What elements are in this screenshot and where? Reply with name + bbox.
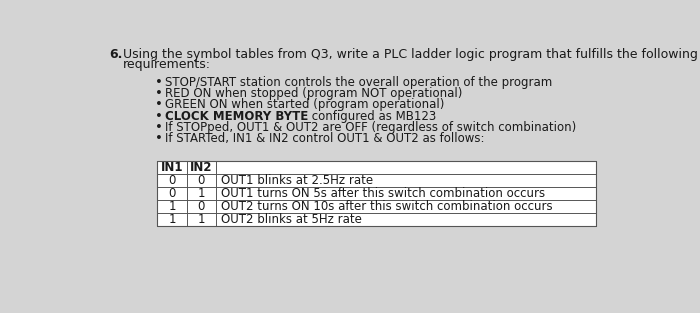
Text: 1: 1 xyxy=(197,213,205,226)
Text: 1: 1 xyxy=(197,187,205,200)
Text: 0: 0 xyxy=(197,174,205,187)
Text: requirements:: requirements: xyxy=(123,58,211,70)
Bar xyxy=(158,161,596,226)
Text: OUT2 blinks at 5Hz rate: OUT2 blinks at 5Hz rate xyxy=(220,213,362,226)
Text: •: • xyxy=(155,110,163,123)
Text: If STARTed, IN1 & IN2 control OUT1 & OUT2 as follows:: If STARTed, IN1 & IN2 control OUT1 & OUT… xyxy=(165,132,484,145)
Text: configured as MB123: configured as MB123 xyxy=(308,110,437,123)
Text: If STOPped, OUT1 & OUT2 are OFF (regardless of switch combination): If STOPped, OUT1 & OUT2 are OFF (regardl… xyxy=(165,121,576,134)
Text: •: • xyxy=(155,132,163,145)
Text: 1: 1 xyxy=(168,200,176,213)
Text: 1: 1 xyxy=(168,213,176,226)
Text: 0: 0 xyxy=(168,187,176,200)
Text: 0: 0 xyxy=(168,174,176,187)
Text: 0: 0 xyxy=(197,200,205,213)
Text: IN2: IN2 xyxy=(190,161,213,174)
Text: 6.: 6. xyxy=(109,48,122,61)
Text: Using the symbol tables from Q3, write a PLC ladder logic program that fulfills : Using the symbol tables from Q3, write a… xyxy=(123,48,698,61)
Text: OUT2 turns ON 10s after this switch combination occurs: OUT2 turns ON 10s after this switch comb… xyxy=(220,200,552,213)
Text: •: • xyxy=(155,76,163,89)
Text: •: • xyxy=(155,121,163,134)
Text: IN1: IN1 xyxy=(161,161,183,174)
Text: RED ON when stopped (program NOT operational): RED ON when stopped (program NOT operati… xyxy=(165,87,463,100)
Text: •: • xyxy=(155,98,163,111)
Text: CLOCK MEMORY BYTE: CLOCK MEMORY BYTE xyxy=(165,110,308,123)
Text: STOP/START station controls the overall operation of the program: STOP/START station controls the overall … xyxy=(165,76,552,89)
Text: OUT1 turns ON 5s after this switch combination occurs: OUT1 turns ON 5s after this switch combi… xyxy=(220,187,545,200)
Text: GREEN ON when started (program operational): GREEN ON when started (program operation… xyxy=(165,98,444,111)
Text: OUT1 blinks at 2.5Hz rate: OUT1 blinks at 2.5Hz rate xyxy=(220,174,373,187)
Text: •: • xyxy=(155,87,163,100)
